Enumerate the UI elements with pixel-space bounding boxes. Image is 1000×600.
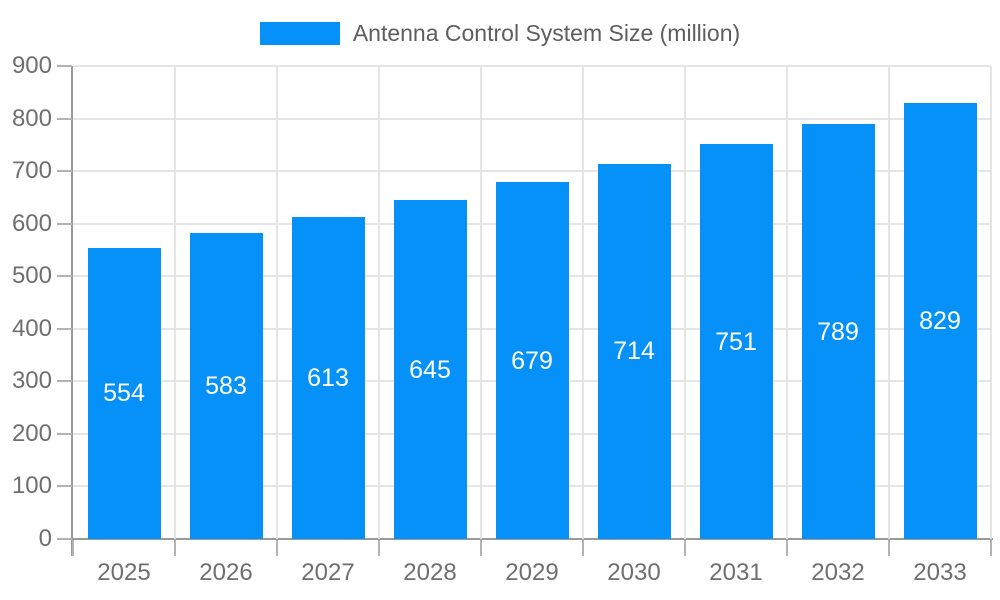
x-axis-tick	[990, 540, 992, 556]
x-axis-tick-label: 2031	[709, 559, 763, 586]
bar	[291, 216, 365, 539]
y-axis-tick	[57, 380, 72, 383]
vertical-gridline	[378, 66, 380, 539]
bar	[699, 144, 773, 539]
vertical-gridline	[786, 66, 788, 539]
y-axis-tick	[57, 327, 72, 330]
vertical-gridline	[684, 66, 686, 539]
x-axis-tick-label: 2027	[301, 559, 355, 586]
bar	[393, 200, 467, 539]
horizontal-gridline	[73, 170, 991, 173]
bar-value-label: 679	[511, 346, 553, 375]
bar	[87, 247, 161, 539]
y-axis-tick	[57, 222, 72, 225]
x-axis-tick-label: 2033	[913, 559, 967, 586]
x-axis-tick-label: 2028	[403, 559, 457, 586]
legend-label: Antenna Control System Size (million)	[352, 20, 741, 46]
x-axis-tick	[378, 540, 380, 556]
x-axis-tick	[174, 540, 176, 556]
y-axis-tick-label: 700	[11, 157, 52, 185]
y-axis-tick	[57, 170, 72, 173]
bar	[801, 124, 875, 539]
x-axis-tick-label: 2030	[607, 559, 661, 586]
y-axis-tick	[57, 432, 72, 435]
vertical-gridline	[582, 66, 584, 539]
legend-swatch	[259, 21, 340, 45]
x-axis-tick	[684, 540, 686, 556]
x-axis-tick	[276, 540, 278, 556]
vertical-gridline	[480, 66, 482, 539]
y-axis-tick-label: 300	[11, 367, 52, 395]
bar-value-label: 714	[613, 337, 655, 366]
y-axis-tick	[57, 485, 72, 488]
plot-area: 554 583 613 645 679 714 751 789 829	[73, 65, 992, 539]
y-axis-tick-label: 600	[11, 209, 52, 237]
y-axis-tick	[57, 65, 72, 67]
x-axis-tick-label: 2032	[811, 559, 865, 586]
x-axis-tick	[480, 540, 482, 556]
bar-value-label: 645	[409, 355, 451, 384]
y-axis-tick	[57, 117, 72, 120]
vertical-gridline	[276, 66, 278, 539]
bar-value-label: 583	[205, 371, 247, 400]
bar	[597, 163, 671, 539]
bar	[495, 182, 569, 539]
horizontal-gridline	[73, 117, 991, 120]
y-axis-tick-label: 400	[11, 314, 52, 342]
x-axis-tick	[888, 540, 890, 556]
bar-value-label: 613	[307, 363, 349, 392]
x-axis-tick	[786, 540, 788, 556]
y-axis-line	[71, 66, 73, 556]
y-axis-tick-label: 0	[38, 525, 52, 552]
y-axis-tick-label: 200	[11, 419, 52, 447]
y-axis-tick	[57, 538, 72, 540]
x-axis-line	[71, 538, 993, 540]
y-axis-tick-label: 500	[11, 262, 52, 290]
x-axis-tick	[582, 540, 584, 556]
x-axis-tick	[72, 540, 74, 556]
bar	[189, 232, 263, 539]
bar	[903, 103, 977, 539]
vertical-gridline	[174, 66, 176, 539]
bar-value-label: 554	[103, 379, 145, 408]
bar-value-label: 751	[715, 327, 757, 356]
y-axis-tick-label: 100	[11, 472, 52, 500]
y-axis-tick-label: 900	[11, 52, 52, 79]
legend[interactable]: Antenna Control System Size (million)	[0, 20, 1000, 46]
x-axis-tick-label: 2026	[199, 559, 253, 586]
bar-value-label: 829	[919, 307, 961, 336]
horizontal-gridline	[73, 65, 991, 67]
x-axis-tick-label: 2025	[97, 559, 151, 586]
x-axis-tick-label: 2029	[505, 559, 559, 586]
vertical-gridline	[888, 66, 890, 539]
bar-value-label: 789	[817, 317, 859, 346]
y-axis-tick-label: 800	[11, 104, 52, 132]
y-axis-tick	[57, 275, 72, 278]
vertical-gridline	[990, 66, 992, 539]
